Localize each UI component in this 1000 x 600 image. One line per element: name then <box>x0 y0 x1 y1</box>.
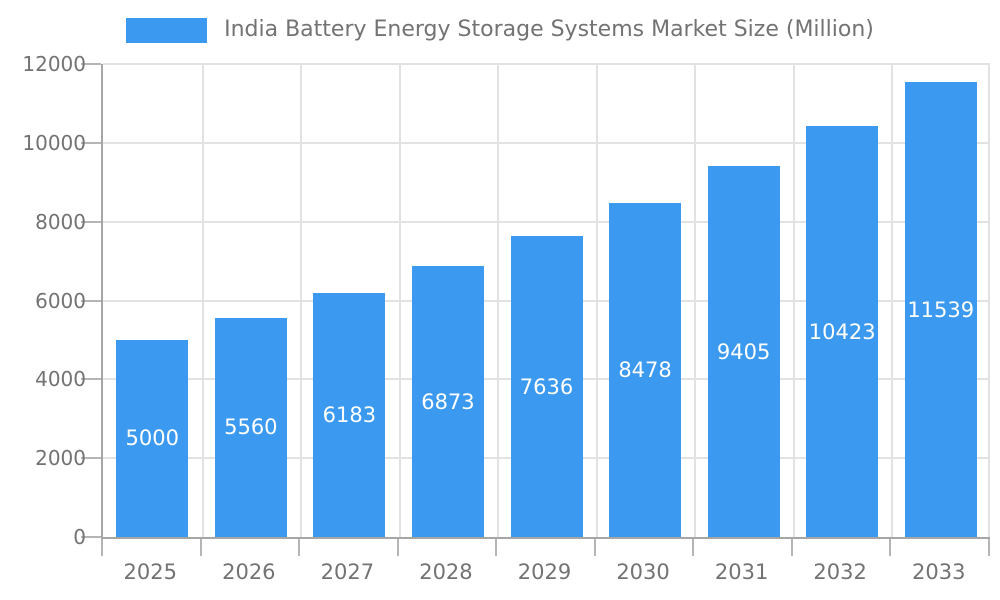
x-tick <box>495 539 498 556</box>
x-category-label: 2030 <box>616 560 670 584</box>
bar[interactable]: 5000 <box>116 339 189 537</box>
bar[interactable]: 10423 <box>806 126 879 537</box>
bar[interactable]: 9405 <box>707 166 780 537</box>
h-gridline <box>103 63 990 65</box>
x-tick <box>889 539 892 556</box>
x-tick <box>298 539 301 556</box>
y-tick <box>81 536 101 538</box>
v-gridline <box>792 64 795 537</box>
x-category-label: 2027 <box>320 560 375 584</box>
y-tick-label: 2000 <box>35 446 86 471</box>
v-gridline <box>988 64 990 537</box>
y-tick <box>81 378 101 381</box>
bar[interactable]: 11539 <box>904 82 977 537</box>
x-category-label: 2028 <box>419 560 473 584</box>
x-category-label: 2029 <box>517 560 572 584</box>
bar-value-label: 11539 <box>907 297 975 322</box>
h-gridline <box>103 220 990 223</box>
v-gridline <box>300 64 303 537</box>
bar[interactable]: 8478 <box>609 202 682 537</box>
bar[interactable]: 6873 <box>411 266 484 537</box>
x-category-label: 2033 <box>911 560 966 584</box>
x-tick <box>396 539 399 556</box>
y-tick <box>81 220 101 223</box>
bar-value-label: 5000 <box>125 426 179 451</box>
x-category-label: 2031 <box>714 560 769 584</box>
x-tick <box>593 539 596 556</box>
x-tick <box>988 539 990 556</box>
y-tick <box>81 457 101 460</box>
y-tick-label: 6000 <box>35 288 86 313</box>
plot-area: 5000 5560 6183 6873 7636 8478 9405 10423 11539 <box>81 63 990 556</box>
bar-value-label: 6873 <box>421 389 475 414</box>
v-gridline <box>595 64 598 537</box>
v-gridline <box>694 64 697 537</box>
v-gridline <box>891 64 894 537</box>
x-category-label: 2032 <box>813 560 867 584</box>
bar[interactable]: 5560 <box>214 317 287 537</box>
v-gridline <box>497 64 500 537</box>
v-gridline <box>201 64 204 537</box>
y-tick <box>81 299 101 302</box>
x-category-label: 2025 <box>123 560 177 584</box>
x-tick <box>199 539 202 556</box>
bar-value-label: 6183 <box>322 403 377 428</box>
y-tick-label: 0 <box>73 525 86 549</box>
h-gridline <box>103 141 990 144</box>
x-tick <box>790 539 793 556</box>
x-tick <box>692 539 695 556</box>
y-tick <box>81 63 101 65</box>
y-tick-label: 12000 <box>22 52 86 76</box>
legend-swatch-icon <box>126 17 208 43</box>
bar-value-label: 10423 <box>808 319 876 344</box>
bar[interactable]: 7636 <box>510 236 583 537</box>
y-tick-label: 10000 <box>22 130 86 155</box>
bar-value-label: 5560 <box>224 415 278 440</box>
bar-value-label: 9405 <box>716 339 771 364</box>
x-category-label: 2026 <box>222 560 276 584</box>
y-tick-label: 8000 <box>35 209 86 234</box>
bar-value-label: 7636 <box>519 374 574 399</box>
y-tick <box>81 141 101 144</box>
v-gridline <box>398 64 401 537</box>
legend[interactable]: India Battery Energy Storage Systems Mar… <box>0 16 1000 44</box>
x-tick <box>101 539 103 556</box>
bar[interactable]: 6183 <box>313 293 386 537</box>
bar-value-label: 8478 <box>618 357 672 382</box>
legend-label: India Battery Energy Storage Systems Mar… <box>224 17 874 42</box>
y-tick-label: 4000 <box>35 367 86 392</box>
